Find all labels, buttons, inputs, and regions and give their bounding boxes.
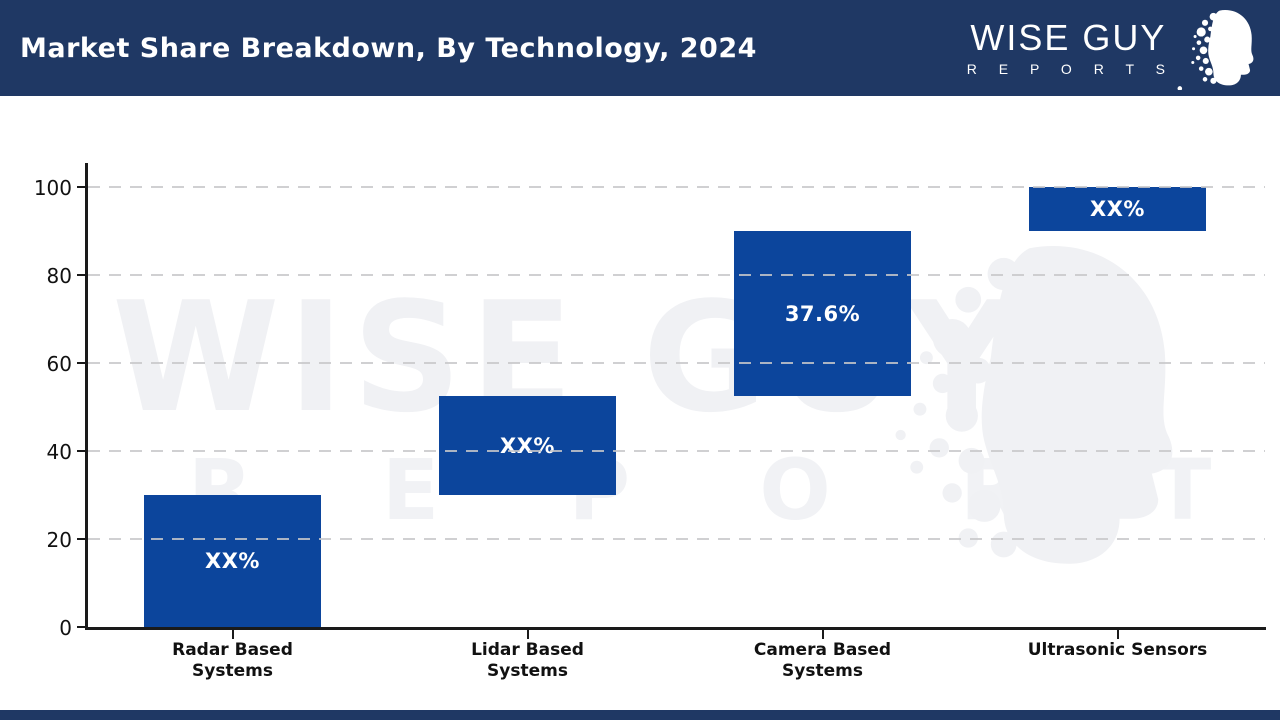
brand-logo-text: WISE GUY R E P O R T S <box>963 17 1174 77</box>
x-category-label-radar-based-systems: Radar Based Systems <box>172 640 293 682</box>
brand-name: WISE GUY <box>970 17 1167 58</box>
y-tick-mark-20 <box>77 538 86 540</box>
watermark-head-profile <box>895 246 1173 564</box>
bar-value-label: XX% <box>1090 197 1145 221</box>
gridline-20 <box>88 538 1265 540</box>
gridline-80 <box>88 274 1265 276</box>
bar-camera-based-systems: 37.6% <box>734 231 911 397</box>
bar-value-label: XX% <box>500 433 555 458</box>
footer-band <box>0 710 1280 720</box>
bar-lidar-based-systems: XX% <box>439 396 616 495</box>
y-tick-mark-100 <box>77 186 86 188</box>
y-tick-mark-80 <box>77 274 86 276</box>
x-tick-mark-camera-based-systems <box>821 630 824 639</box>
brand-subtitle: R E P O R T S <box>966 61 1174 77</box>
y-tick-label-100: 100 <box>33 176 72 200</box>
y-tick-mark-0 <box>77 626 86 628</box>
gridline-40 <box>88 450 1265 452</box>
y-axis-line <box>85 163 88 630</box>
y-tick-label-20: 20 <box>46 528 72 552</box>
brand-logo: WISE GUY R E P O R T S <box>963 6 1260 90</box>
page-title: Market Share Breakdown, By Technology, 2… <box>20 32 757 64</box>
x-tick-mark-radar-based-systems <box>231 630 234 639</box>
bar-value-label: 37.6% <box>784 301 861 326</box>
bar-value-label: XX% <box>205 549 260 573</box>
y-tick-label-80: 80 <box>46 264 72 288</box>
x-category-label-ultrasonic-sensors: Ultrasonic Sensors <box>1027 640 1208 660</box>
header: Market Share Breakdown, By Technology, 2… <box>0 0 1280 96</box>
y-tick-label-60: 60 <box>46 352 72 376</box>
y-tick-label-0: 0 <box>59 616 72 640</box>
x-category-label-camera-based-systems: Camera Based Systems <box>753 640 892 682</box>
head-profile-icon <box>1177 10 1254 90</box>
x-category-label-lidar-based-systems: Lidar Based Systems <box>471 640 584 682</box>
gridline-60 <box>88 362 1265 364</box>
bar-radar-based-systems: XX% <box>144 495 321 627</box>
x-axis-line <box>85 627 1266 630</box>
y-tick-mark-40 <box>77 450 86 452</box>
x-tick-mark-ultrasonic-sensors <box>1116 630 1119 639</box>
x-tick-mark-lidar-based-systems <box>526 630 529 639</box>
y-tick-label-40: 40 <box>46 440 72 464</box>
gridline-100 <box>88 186 1265 188</box>
y-tick-mark-60 <box>77 362 86 364</box>
bar-ultrasonic-sensors: XX% <box>1029 187 1206 231</box>
